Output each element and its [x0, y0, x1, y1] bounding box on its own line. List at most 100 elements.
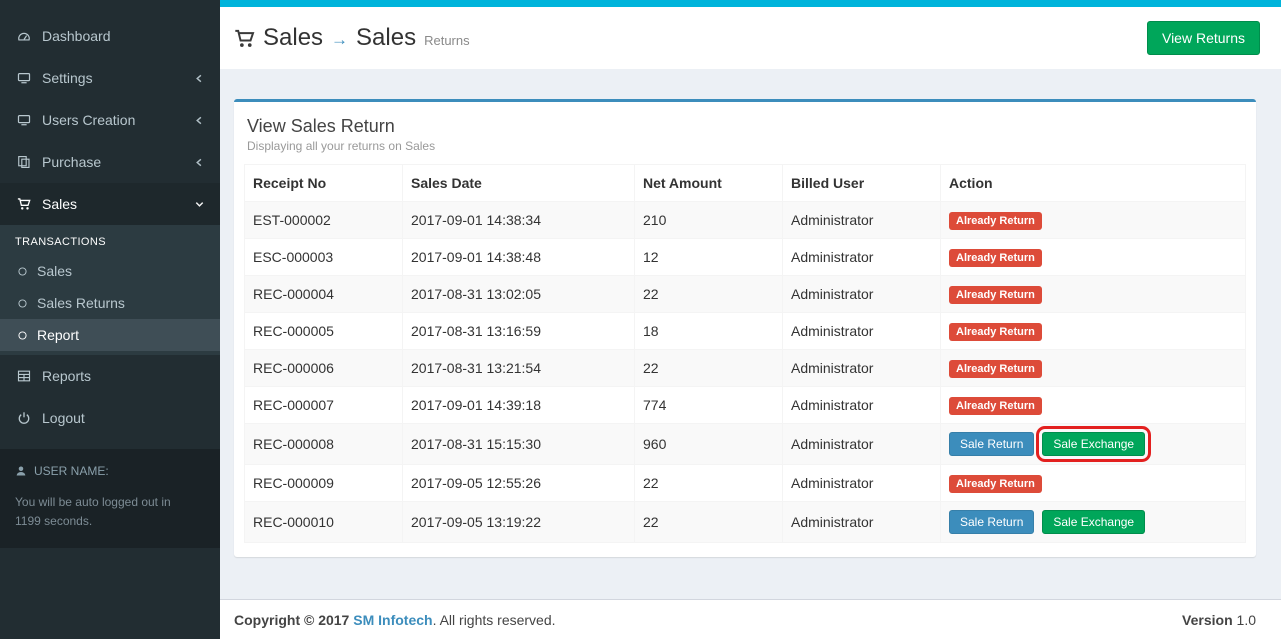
column-header: Sales Date: [402, 164, 635, 202]
monitor-icon: [15, 113, 32, 127]
sidebar-item-purchase[interactable]: Purchase: [0, 141, 220, 183]
rights-text: . All rights reserved.: [432, 611, 556, 628]
sales-return-panel: View Sales Return Displaying all your re…: [234, 99, 1256, 557]
receipt-no-cell: REC-000005: [244, 312, 403, 350]
auto-logout-note: You will be auto logged out in 1199 seco…: [15, 495, 171, 528]
receipt-no-cell: REC-000009: [244, 464, 403, 502]
sidebar-item-dashboard[interactable]: Dashboard: [0, 15, 220, 57]
billed-user-cell: Administrator: [782, 201, 941, 239]
panel-subtitle: Displaying all your returns on Sales: [247, 139, 436, 153]
user-section: USER NAME: You will be auto logged out i…: [0, 449, 220, 549]
already-return-badge: Already Return: [949, 248, 1042, 267]
table-icon: [15, 369, 32, 383]
action-cell: Already Return: [940, 238, 1246, 276]
sidebar-item-users-creation[interactable]: Users Creation: [0, 99, 220, 141]
table-row: REC-000007 2017-09-01 14:39:18 774 Administ…: [244, 386, 1246, 424]
view-returns-button[interactable]: View Returns: [1146, 21, 1260, 55]
power-icon: [15, 411, 32, 425]
net-amount-cell: 22: [634, 501, 783, 543]
net-amount-cell: 960: [634, 423, 783, 465]
table-row: REC-000008 2017-08-31 15:15:30 960 Administ…: [244, 423, 1246, 465]
cart-icon: [15, 197, 32, 211]
company-link[interactable]: SM Infotech: [353, 611, 433, 628]
net-amount-cell: 12: [634, 238, 783, 276]
sidebar-item-settings[interactable]: Settings: [0, 57, 220, 99]
sidebar-item-sales[interactable]: Sales: [0, 183, 220, 225]
receipt-no-cell: REC-000004: [244, 275, 403, 313]
cart-icon: [234, 28, 255, 49]
column-header: Net Amount: [634, 164, 783, 202]
arrow-right-icon: →: [331, 30, 349, 49]
main-content: View Sales Return Displaying all your re…: [220, 69, 1281, 599]
column-header: Action: [940, 164, 1246, 202]
sales-date-cell: 2017-08-31 13:16:59: [402, 312, 635, 350]
net-amount-cell: 774: [634, 386, 783, 424]
already-return-badge: Already Return: [949, 396, 1042, 415]
copy-icon: [15, 155, 32, 169]
sidebar-subitem-label: Sales: [37, 263, 73, 279]
net-amount-cell: 22: [634, 349, 783, 387]
already-return-badge: Already Return: [949, 474, 1042, 493]
action-cell: Already Return: [940, 349, 1246, 387]
sidebar-item-logout[interactable]: Logout: [0, 397, 220, 439]
sale-exchange-button[interactable]: Sale Exchange: [1036, 426, 1152, 462]
table-header-row: Receipt No Sales Date Net Amount Billed Use…: [244, 164, 1246, 202]
sidebar-subitem-sales[interactable]: Sales: [0, 255, 220, 287]
billed-user-cell: Administrator: [782, 464, 941, 502]
action-cell: Already Return: [940, 201, 1246, 239]
action-cell: Already Return: [940, 386, 1246, 424]
content-header: Sales → Sales Returns View Returns: [220, 7, 1281, 69]
table-row: REC-000006 2017-08-31 13:21:54 22 Administr…: [244, 349, 1246, 387]
sidebar-subitem-sales-returns[interactable]: Sales Returns: [0, 287, 220, 319]
sidebar-item-label: Dashboard: [42, 28, 111, 44]
copyright-prefix: Copyright © 2017: [234, 611, 350, 628]
sale-return-button[interactable]: Sale Return: [949, 432, 1035, 456]
top-accent-bar: [220, 0, 1281, 7]
action-cell: Sale Return Sale Exchange: [940, 423, 1246, 465]
receipt-no-cell: REC-000007: [244, 386, 403, 424]
action-cell: Sale Return Sale Exchange: [940, 501, 1246, 543]
table-row: REC-000009 2017-09-05 12:55:26 22 Administr…: [244, 464, 1246, 502]
footer: Copyright © 2017 SM Infotech. All rights…: [220, 599, 1281, 639]
user-icon: [15, 465, 27, 477]
already-return-badge: Already Return: [949, 359, 1042, 378]
receipt-no-cell: REC-000006: [244, 349, 403, 387]
chevron-left-icon: [194, 115, 205, 126]
sidebar-menu: Dashboard Settings Users Creation Purchase S…: [0, 0, 220, 439]
sale-exchange-button[interactable]: Sale Exchange: [1042, 510, 1146, 534]
sales-date-cell: 2017-08-31 13:21:54: [402, 349, 635, 387]
table-row: REC-000010 2017-09-05 13:19:22 22 Administr…: [244, 501, 1246, 543]
already-return-badge: Already Return: [949, 211, 1042, 230]
version-label: Version: [1182, 611, 1233, 628]
sales-date-cell: 2017-08-31 15:15:30: [402, 423, 635, 465]
net-amount-cell: 18: [634, 312, 783, 350]
submenu-header: TRANSACTIONS: [15, 236, 106, 248]
sidebar-item-reports[interactable]: Reports: [0, 355, 220, 397]
user-name-row: USER NAME:: [15, 464, 205, 478]
table-row: ESC-000003 2017-09-01 14:38:48 12 Administr…: [244, 238, 1246, 276]
already-return-badge: Already Return: [949, 322, 1042, 341]
table-body: EST-000002 2017-09-01 14:38:34 210 Administ…: [244, 201, 1246, 543]
sidebar-item-label: Logout: [42, 410, 85, 426]
circle-icon: [17, 298, 28, 309]
circle-icon: [17, 266, 28, 277]
chevron-left-icon: [194, 157, 205, 168]
action-cell: Already Return: [940, 275, 1246, 313]
sidebar-item-label: Sales: [42, 196, 78, 212]
sidebar-subitem-label: Report: [37, 327, 80, 343]
table-row: REC-000005 2017-08-31 13:16:59 18 Administr…: [244, 312, 1246, 350]
breadcrumb-page-sub: Returns: [424, 33, 470, 48]
chevron-left-icon: [194, 73, 205, 84]
sidebar-subitem-report[interactable]: Report: [0, 319, 220, 351]
column-header: Billed User: [782, 164, 941, 202]
sale-return-button[interactable]: Sale Return: [949, 510, 1035, 534]
net-amount-cell: 22: [634, 464, 783, 502]
action-cell: Already Return: [940, 312, 1246, 350]
sidebar-submenu: TRANSACTIONS Sales Sales Returns Report: [0, 225, 220, 355]
billed-user-cell: Administrator: [782, 423, 941, 465]
content-area: Sales → Sales Returns View Returns View …: [220, 0, 1281, 639]
billed-user-cell: Administrator: [782, 386, 941, 424]
receipt-no-cell: REC-000010: [244, 501, 403, 543]
breadcrumb: Sales → Sales Returns: [234, 24, 470, 52]
sales-date-cell: 2017-09-01 14:39:18: [402, 386, 635, 424]
